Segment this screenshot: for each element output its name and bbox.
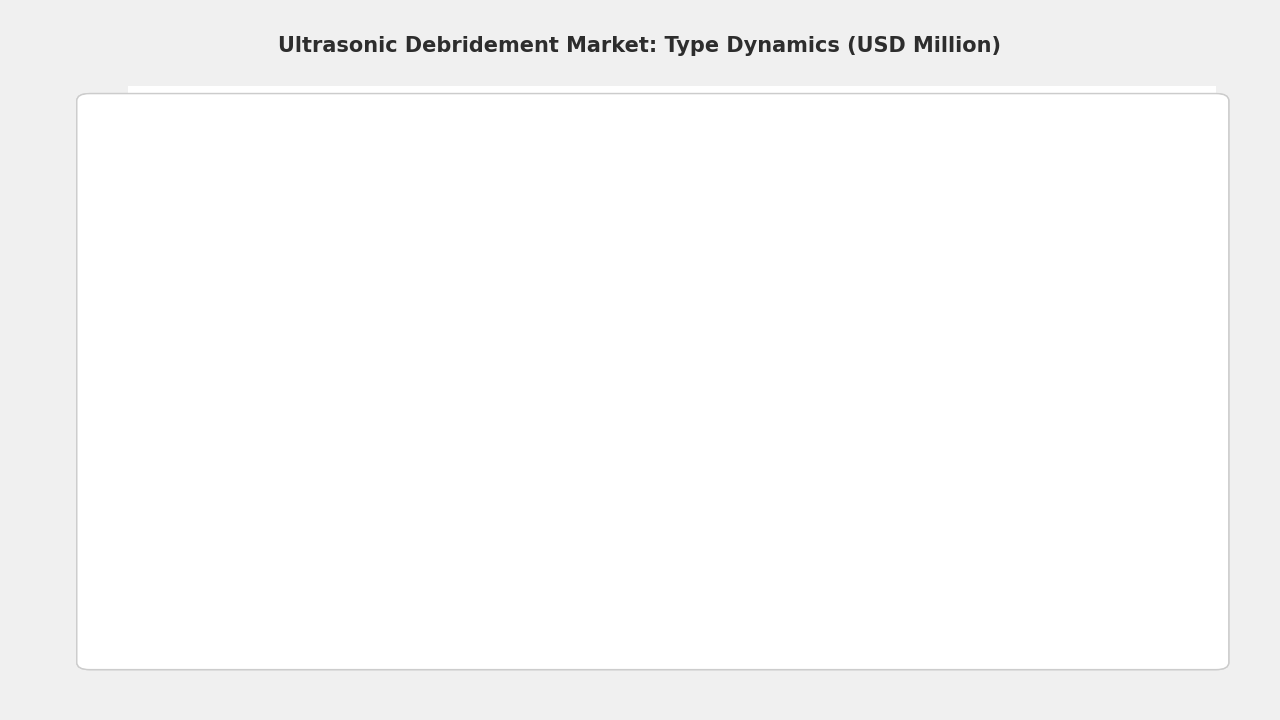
- Bar: [260, 372, 326, 562]
- Legend: 100 Liters or Less, 100-200 Liters, 200 Liters or More, Others: 100 Liters or Less, 100-200 Liters, 200 …: [332, 621, 1012, 649]
- Bar: [874, 196, 941, 562]
- Text: Ultrasonic Debridement Market: Type Dynamics (USD Million): Ultrasonic Debridement Market: Type Dyna…: [279, 36, 1001, 56]
- Bar: [188, 251, 255, 562]
- Bar: [332, 423, 398, 562]
- FancyBboxPatch shape: [77, 94, 1229, 670]
- Bar: [1018, 393, 1084, 562]
- Bar: [1089, 401, 1156, 562]
- Bar: [403, 445, 470, 562]
- Bar: [946, 335, 1012, 562]
